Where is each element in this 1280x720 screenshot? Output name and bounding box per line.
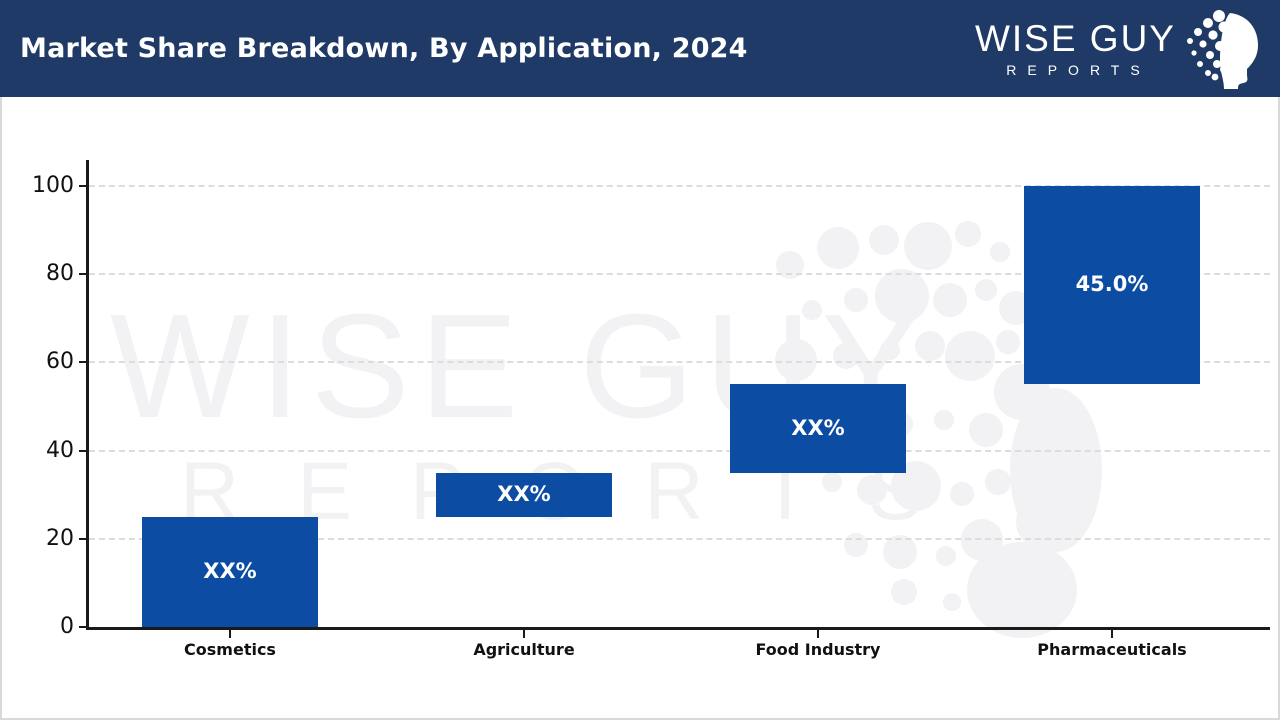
chart-title: Market Share Breakdown, By Application, … bbox=[20, 33, 748, 64]
y-axis-tick-label: 20 bbox=[46, 525, 74, 551]
bar-value-label: XX% bbox=[791, 415, 845, 440]
gridline bbox=[89, 449, 1270, 452]
y-axis-tick-mark bbox=[79, 361, 88, 364]
logo: WISE GUY REPORTS bbox=[975, 9, 1280, 89]
x-axis-line bbox=[86, 627, 1270, 630]
bar-pharmaceuticals bbox=[1024, 186, 1200, 385]
y-axis-tick-mark bbox=[79, 449, 88, 452]
x-axis-tick-mark bbox=[229, 629, 231, 638]
y-axis-tick-label: 80 bbox=[46, 261, 74, 287]
y-axis-line bbox=[86, 160, 89, 630]
x-axis-category-label: Cosmetics bbox=[184, 640, 276, 659]
y-axis-tick-label: 100 bbox=[32, 173, 74, 198]
y-axis-tick-mark bbox=[79, 185, 88, 187]
bar-value-label: XX% bbox=[497, 481, 551, 506]
bar-value-label: XX% bbox=[203, 558, 257, 583]
x-axis-category-label: Agriculture bbox=[473, 640, 575, 659]
header-bar: Market Share Breakdown, By Application, … bbox=[0, 0, 1280, 97]
logo-face-icon bbox=[1187, 9, 1258, 89]
gridline bbox=[89, 185, 1270, 187]
x-axis-category-label: Pharmaceuticals bbox=[1037, 640, 1187, 659]
y-axis-tick-label: 60 bbox=[46, 349, 74, 375]
y-axis-tick-mark bbox=[79, 273, 88, 276]
bar-value-label: 45.0% bbox=[1075, 272, 1149, 297]
y-axis-tick-label: 0 bbox=[60, 614, 74, 639]
logo-wordmark: WISE GUY REPORTS bbox=[975, 20, 1176, 77]
bar-cosmetics bbox=[142, 516, 318, 627]
x-axis-tick-mark bbox=[817, 629, 819, 638]
y-axis-tick-mark bbox=[79, 537, 88, 540]
gridline bbox=[89, 537, 1270, 540]
y-axis-tick-mark bbox=[79, 626, 88, 628]
logo-wiseguy-text: WISE GUY bbox=[974, 18, 1176, 59]
x-axis-category-label: Food Industry bbox=[755, 640, 881, 659]
gridline bbox=[89, 273, 1270, 276]
y-axis-tick-label: 40 bbox=[46, 437, 74, 463]
bar-agriculture bbox=[436, 472, 612, 517]
x-axis-tick-mark bbox=[523, 629, 525, 638]
x-axis-tick-mark bbox=[1111, 629, 1113, 638]
gridline bbox=[89, 361, 1270, 364]
logo-reports-text: REPORTS bbox=[1006, 62, 1151, 78]
